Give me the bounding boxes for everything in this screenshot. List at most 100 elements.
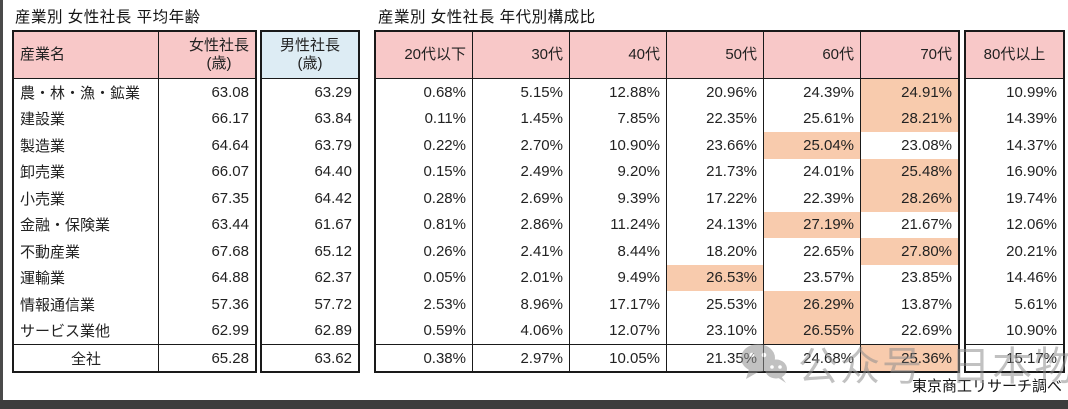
- percent-cell: 28.26%: [861, 185, 958, 212]
- table-row: 0.81% 2.86% 11.24% 24.13% 27.19% 21.67%: [376, 211, 958, 238]
- total-label-cell: 全社: [14, 345, 159, 371]
- table-row: 男性社長 (歳): [262, 32, 358, 79]
- right-table-main-box: 20代以下 30代 40代 50代 60代 70代 0.68% 5.15% 12.88% 20.9…: [374, 30, 960, 373]
- percent-cell: 19.74%: [1006, 189, 1057, 207]
- percent-cell: 5.15%: [473, 79, 570, 106]
- female-age-cell: 63.08: [211, 83, 249, 101]
- percent-cell: 0.59%: [376, 317, 473, 344]
- table-row: 建設業 66.17: [14, 105, 255, 132]
- table-row: 14.37%: [966, 132, 1063, 159]
- right-table-title: 産業別 女性社長 年代別構成比: [378, 9, 596, 26]
- table-row: 62.89: [262, 318, 358, 345]
- industry-cell: 運輸業: [14, 264, 159, 291]
- percent-cell: 26.55%: [764, 317, 861, 344]
- table-row: 63.79: [262, 132, 358, 159]
- percent-cell: 12.06%: [1006, 216, 1057, 234]
- percent-cell: 27.19%: [764, 211, 861, 238]
- male-age-cell: 64.42: [314, 189, 352, 207]
- table-row: 卸売業 66.07: [14, 158, 255, 185]
- table-row: 金融・保険業 63.44: [14, 211, 255, 238]
- total-male-age-cell: 63.62: [314, 349, 352, 367]
- industry-cell: 卸売業: [14, 158, 159, 185]
- table-row: 61.67: [262, 212, 358, 239]
- header-age-band: 30代: [473, 32, 570, 78]
- table-row: 0.11% 1.45% 7.85% 22.35% 25.61% 28.21%: [376, 105, 958, 132]
- percent-cell: 23.66%: [667, 132, 764, 159]
- table-row: 64.40: [262, 159, 358, 186]
- percent-cell: 22.35%: [667, 105, 764, 132]
- percent-cell: 14.46%: [1006, 269, 1057, 287]
- table-row: 全社 65.28: [14, 344, 255, 371]
- table-row: 62.37: [262, 265, 358, 292]
- table-row: 0.68% 5.15% 12.88% 20.96% 24.39% 24.91%: [376, 79, 958, 106]
- table-row: 情報通信業 57.36: [14, 291, 255, 318]
- header-male-president: 男性社長 (歳): [262, 32, 358, 78]
- percent-cell: 2.01%: [473, 264, 570, 291]
- male-age-cell: 62.89: [314, 322, 352, 340]
- industry-cell: 小売業: [14, 185, 159, 212]
- total-percent-cell: 21.35%: [667, 345, 764, 371]
- percent-cell: 16.90%: [1006, 163, 1057, 181]
- table-row: 14.46%: [966, 265, 1063, 292]
- percent-cell: 28.21%: [861, 105, 958, 132]
- table-row: 16.90%: [966, 159, 1063, 186]
- table-row: 64.42: [262, 185, 358, 212]
- percent-cell: 0.81%: [376, 211, 473, 238]
- male-age-cell: 57.72: [314, 295, 352, 313]
- percent-cell: 10.90%: [1006, 322, 1057, 340]
- industry-cell: 農・林・漁・鉱業: [14, 79, 159, 106]
- table-row: 2.53% 8.96% 17.17% 25.53% 26.29% 13.87%: [376, 291, 958, 318]
- female-age-cell: 62.99: [211, 322, 249, 340]
- percent-cell: 11.24%: [570, 211, 667, 238]
- table-row: 0.15% 2.49% 9.20% 21.73% 24.01% 25.48%: [376, 158, 958, 185]
- total-percent-cell: 0.38%: [376, 345, 473, 371]
- percent-cell: 2.41%: [473, 238, 570, 265]
- table-row: 57.72: [262, 291, 358, 318]
- source-note: 東京商工リサーチ調べ: [911, 378, 1062, 395]
- percent-cell: 2.53%: [376, 291, 473, 318]
- percent-cell: 25.61%: [764, 105, 861, 132]
- percent-cell: 0.28%: [376, 185, 473, 212]
- percent-cell: 26.29%: [764, 291, 861, 318]
- percent-cell: 14.37%: [1006, 136, 1057, 154]
- header-industry: 産業名: [14, 32, 159, 78]
- percent-cell: 24.91%: [861, 79, 958, 106]
- percent-cell: 0.11%: [376, 105, 473, 132]
- table-row: 0.38% 2.97% 10.05% 21.35% 24.68% 25.36%: [376, 344, 958, 371]
- table-row: 産業名 女性社長 (歳): [14, 32, 255, 79]
- male-age-cell: 63.84: [314, 110, 352, 128]
- percent-cell: 0.22%: [376, 132, 473, 159]
- percent-cell: 22.69%: [901, 322, 952, 340]
- male-age-cell: 63.79: [314, 136, 352, 154]
- female-age-cell: 67.68: [211, 242, 249, 260]
- table-row: 10.90%: [966, 318, 1063, 345]
- left-table-male-box: 男性社長 (歳) 63.29 63.84 63.79 64.40 64.42 61.67 65…: [260, 30, 360, 373]
- table-row: 5.61%: [966, 291, 1063, 318]
- total-percent-cell: 2.97%: [473, 345, 570, 371]
- percent-cell: 24.01%: [764, 158, 861, 185]
- industry-cell: 情報通信業: [14, 291, 159, 318]
- percent-cell: 20.21%: [1006, 242, 1057, 260]
- percent-cell: 24.13%: [667, 211, 764, 238]
- female-age-cell: 66.17: [211, 110, 249, 128]
- table-row: 20.21%: [966, 238, 1063, 265]
- percent-cell: 14.39%: [1006, 110, 1057, 128]
- left-table-title: 産業別 女性社長 平均年齢: [15, 9, 201, 26]
- bottom-bar: [0, 400, 1068, 409]
- table-row: 10.99%: [966, 79, 1063, 106]
- table-row: 製造業 64.64: [14, 132, 255, 159]
- header-age-band: 50代: [667, 32, 764, 78]
- percent-cell: 12.07%: [570, 317, 667, 344]
- table-row: 不動産業 67.68: [14, 238, 255, 265]
- header-age-band: 80代以上: [966, 32, 1063, 78]
- female-age-cell: 67.35: [211, 189, 249, 207]
- male-age-cell: 65.12: [314, 242, 352, 260]
- total-female-age-cell: 65.28: [211, 349, 249, 367]
- male-age-cell: 61.67: [314, 216, 352, 234]
- percent-cell: 5.61%: [1014, 295, 1057, 313]
- percent-cell: 1.45%: [473, 105, 570, 132]
- left-table: 産業名 女性社長 (歳) 農・林・漁・鉱業 63.08 建設業 66.17 製造業 64.64…: [12, 30, 360, 373]
- percent-cell: 20.96%: [667, 79, 764, 106]
- table-row: サービス業他 62.99: [14, 317, 255, 344]
